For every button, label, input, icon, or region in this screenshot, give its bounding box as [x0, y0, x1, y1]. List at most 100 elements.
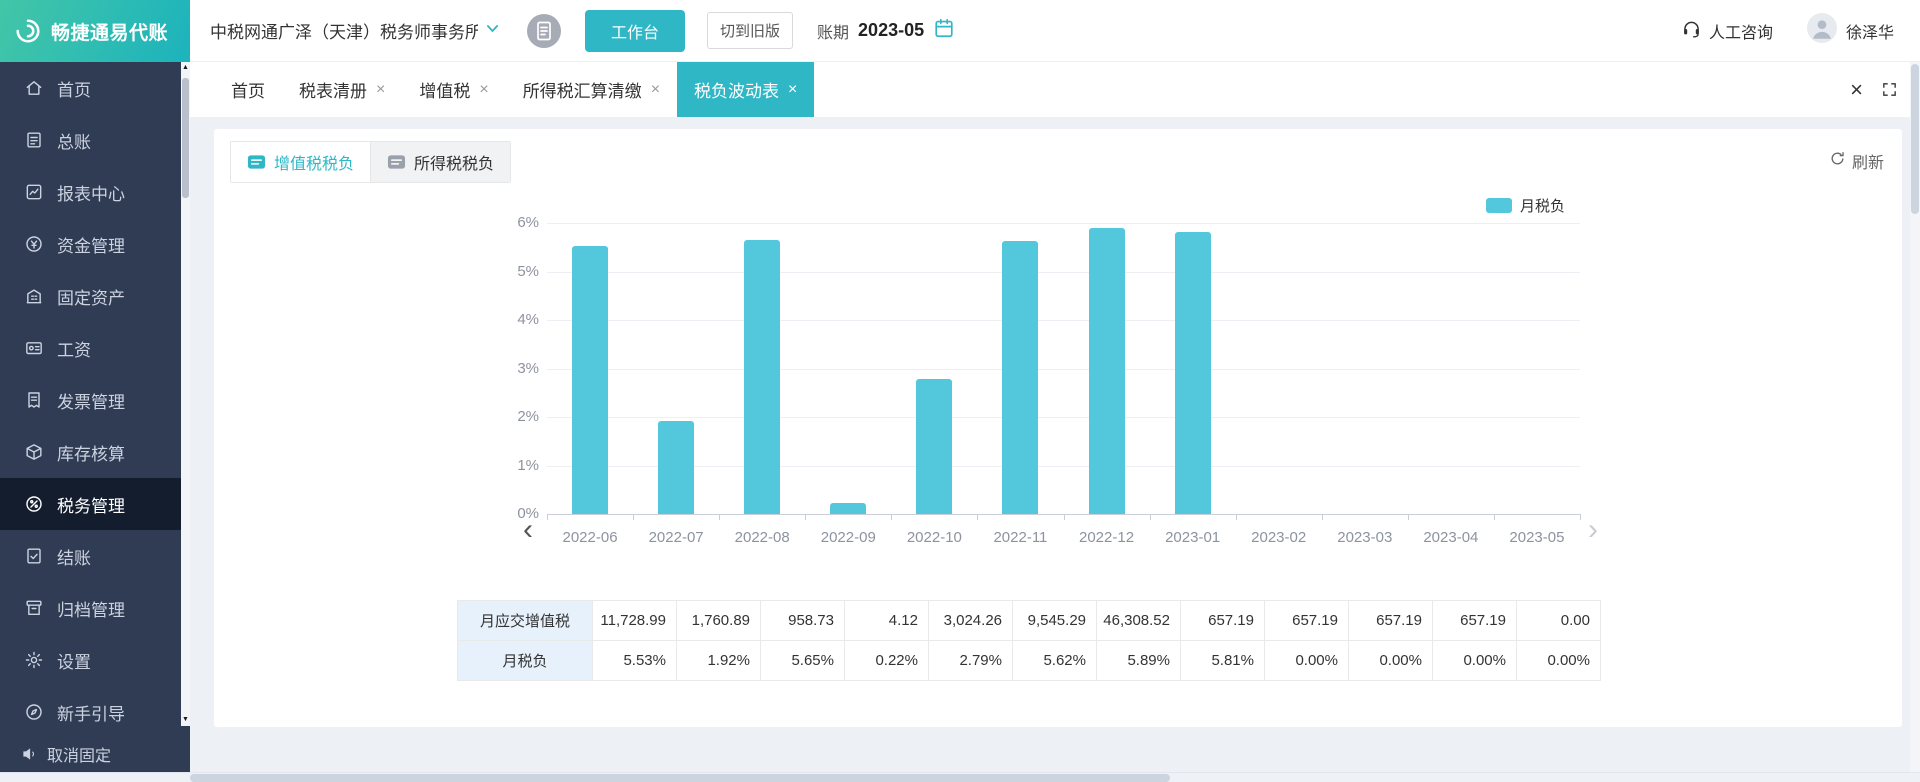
sidebar-item-home[interactable]: 首页: [0, 62, 190, 114]
tab-list: 首页 税表清册 × 增值税 × 所得税汇算清缴 × 税负波动表 ×: [214, 62, 815, 117]
sidebar: 首页总账报表中心资金管理固定资产工资发票管理库存核算 税务管理结账归档管理设置新手…: [0, 62, 190, 782]
sidebar-item-label: 首页: [57, 80, 91, 100]
company-name: 中税网通广泽（天津）税务师事务所有...: [210, 23, 478, 42]
tab-3[interactable]: 所得税汇算清缴 ×: [506, 62, 677, 117]
table-cell: 4.12: [844, 600, 929, 641]
workbench-button[interactable]: 工作台: [585, 9, 686, 52]
close-icon[interactable]: ×: [1850, 76, 1863, 102]
x-axis-label: 2023-05: [1509, 529, 1565, 546]
chart-bar: [572, 245, 609, 514]
switch-old-version-button[interactable]: 切到旧版: [707, 12, 794, 49]
archive-icon: [24, 598, 44, 618]
axis-tick: [1235, 514, 1237, 520]
tab-2[interactable]: 增值税 ×: [402, 62, 505, 117]
tab-close-icon[interactable]: ×: [376, 80, 386, 98]
axis-tick: [805, 514, 807, 520]
axis-tick: [547, 514, 548, 520]
x-axis-label: 2023-02: [1251, 529, 1307, 546]
tab-0[interactable]: 首页: [214, 62, 282, 117]
legend-label: 月税负: [1520, 198, 1566, 215]
sidebar-scroll-thumb[interactable]: [182, 78, 189, 198]
sidebar-item-label: 报表中心: [57, 184, 125, 204]
chart-prev-icon[interactable]: ‹: [523, 513, 533, 546]
table-cell: 11,728.99: [592, 600, 677, 641]
x-axis-label: 2022-07: [648, 529, 704, 546]
horizontal-scrollbar[interactable]: [0, 772, 1920, 782]
sidebar-item-label: 归档管理: [57, 600, 125, 620]
vertical-scroll-thumb[interactable]: [1911, 64, 1919, 214]
horizontal-scroll-thumb[interactable]: [190, 774, 1170, 782]
sidebar-item-label: 资金管理: [57, 236, 125, 256]
scroll-down-icon[interactable]: ▼: [182, 716, 189, 723]
scroll-up-icon[interactable]: ▲: [182, 64, 189, 71]
table-cell: 5.53%: [592, 640, 677, 681]
tab-income-tax-burden[interactable]: 所得税税负: [370, 142, 511, 182]
notebook-icon[interactable]: [527, 13, 561, 48]
table-cell: 9,545.29: [1012, 600, 1097, 641]
sidebar-item-inventory[interactable]: 库存核算: [0, 426, 190, 478]
tax-burden-panel: 增值税税负 所得税税负 刷新 月税负 ‹ ›: [214, 129, 1902, 727]
tab-4[interactable]: 税负波动表 ×: [677, 62, 815, 117]
sidebar-item-tax[interactable]: 税务管理: [0, 478, 190, 530]
fullscreen-icon[interactable]: [1881, 81, 1898, 98]
sidebar-item-assets[interactable]: 固定资产: [0, 270, 190, 322]
chart-bar: [1002, 241, 1039, 514]
tax-icon: [24, 494, 44, 514]
sidebar-item-guide[interactable]: 新手引导: [0, 686, 190, 738]
tab-1[interactable]: 税表清册 ×: [282, 62, 402, 117]
axis-tick: [1407, 514, 1409, 520]
tab-vat-burden[interactable]: 增值税税负: [231, 142, 371, 182]
sidebar-item-settings[interactable]: 设置: [0, 634, 190, 686]
sidebar-scrollbar[interactable]: ▲ ▼: [181, 62, 190, 726]
y-axis-label: 3%: [517, 359, 539, 377]
sidebar-item-label: 结账: [57, 548, 91, 568]
app-logo[interactable]: 畅捷通易代账: [0, 0, 190, 62]
axis-tick: [891, 514, 893, 520]
accounting-period[interactable]: 账期 2023-05: [817, 17, 955, 44]
settings-icon: [24, 650, 44, 670]
sidebar-item-closing[interactable]: 结账: [0, 530, 190, 582]
refresh-button[interactable]: 刷新: [1829, 149, 1884, 173]
table-cell: 0.00: [1516, 600, 1601, 641]
axis-tick: [1149, 514, 1151, 520]
table-cell: 0.00%: [1348, 640, 1433, 681]
tab-close-icon[interactable]: ×: [479, 80, 489, 98]
refresh-label: 刷新: [1851, 155, 1884, 172]
chart-legend[interactable]: 月税负: [1486, 195, 1565, 216]
sidebar-item-label: 新手引导: [57, 704, 125, 724]
toggle-label-vat: 增值税税负: [274, 156, 355, 173]
unpin-button[interactable]: 取消固定: [0, 740, 181, 768]
table-cell: 5.62%: [1012, 640, 1097, 681]
tab-label: 增值税: [419, 82, 471, 101]
sidebar-item-label: 总账: [57, 132, 91, 152]
sidebar-item-funds[interactable]: 资金管理: [0, 218, 190, 270]
guide-icon: [24, 702, 44, 722]
tax-table-body: 月应交增值税 11,728.99 1,760.89 958.73 4.12 3,024.2…: [457, 600, 1601, 681]
company-selector[interactable]: 中税网通广泽（天津）税务师事务所有...: [210, 18, 501, 43]
sidebar-item-salary[interactable]: 工资: [0, 322, 190, 374]
toggle-label-income-tax: 所得税税负: [414, 156, 495, 173]
sidebar-item-label: 固定资产: [57, 288, 125, 308]
x-axis-label: 2022-08: [734, 529, 790, 546]
axis-tick: [1580, 514, 1581, 520]
user-name: 徐泽华: [1845, 24, 1894, 42]
gridline: [547, 368, 1580, 370]
table-cell: 5.81%: [1180, 640, 1265, 681]
tab-label: 税表清册: [299, 82, 367, 101]
chart-bar: [916, 378, 953, 514]
sidebar-item-archive[interactable]: 归档管理: [0, 582, 190, 634]
vertical-scrollbar[interactable]: [1910, 62, 1920, 772]
period-label: 账期: [817, 24, 850, 42]
user-menu[interactable]: 徐泽华: [1806, 13, 1894, 48]
sidebar-item-invoice[interactable]: 发票管理: [0, 374, 190, 426]
support-button[interactable]: 人工咨询: [1681, 18, 1773, 44]
sidebar-item-ledger[interactable]: 总账: [0, 114, 190, 166]
table-row-header: 月税负: [457, 640, 593, 681]
sidebar-item-label: 发票管理: [57, 392, 125, 412]
sidebar-item-report[interactable]: 报表中心: [0, 166, 190, 218]
tab-close-icon[interactable]: ×: [650, 80, 661, 98]
tab-close-icon[interactable]: ×: [788, 80, 798, 98]
chart-next-icon[interactable]: ›: [1588, 513, 1598, 546]
x-axis-label: 2022-09: [820, 529, 876, 546]
